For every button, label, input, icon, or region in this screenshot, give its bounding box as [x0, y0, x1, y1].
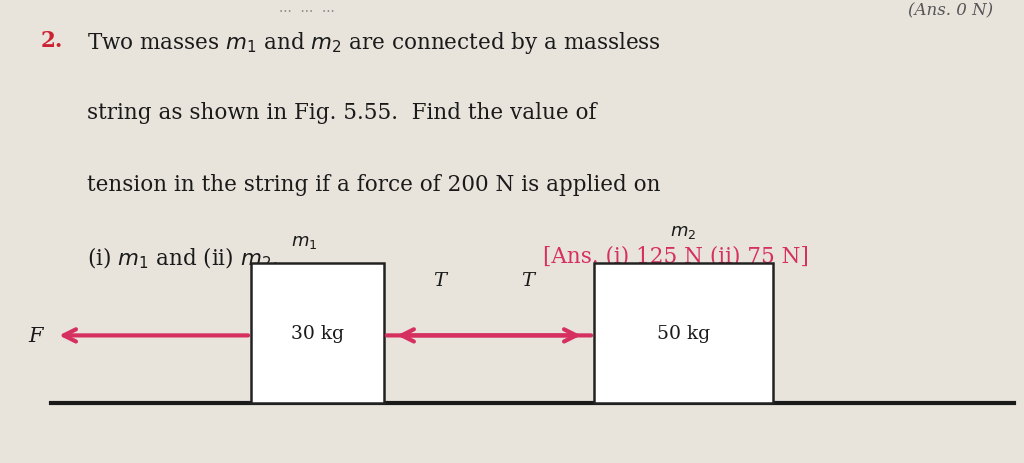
Text: 50 kg: 50 kg	[657, 325, 710, 342]
Text: 2.: 2.	[41, 30, 63, 52]
Text: string as shown in Fig. 5.55.  Find the value of: string as shown in Fig. 5.55. Find the v…	[87, 102, 597, 124]
Text: (Ans. 0 N): (Ans. 0 N)	[908, 2, 993, 19]
Text: $m_2$: $m_2$	[671, 223, 696, 241]
Text: T: T	[433, 271, 446, 289]
Text: tension in the string if a force of 200 N is applied on: tension in the string if a force of 200 …	[87, 174, 660, 195]
Text: ...  ...  ...: ... ... ...	[280, 1, 335, 15]
Text: (i) $m_1$ and (ii) $m_2$.: (i) $m_1$ and (ii) $m_2$.	[87, 245, 278, 270]
Text: [Ans. (i) 125 N (ii) 75 N]: [Ans. (i) 125 N (ii) 75 N]	[543, 245, 809, 267]
Text: $m_1$: $m_1$	[291, 232, 317, 250]
Text: F: F	[29, 326, 43, 345]
Text: 30 kg: 30 kg	[291, 325, 344, 342]
Bar	[251, 264, 384, 403]
Text: T: T	[521, 271, 535, 289]
Bar	[594, 264, 773, 403]
Text: Two masses $m_1$ and $m_2$ are connected by a massless: Two masses $m_1$ and $m_2$ are connected…	[87, 30, 660, 56]
